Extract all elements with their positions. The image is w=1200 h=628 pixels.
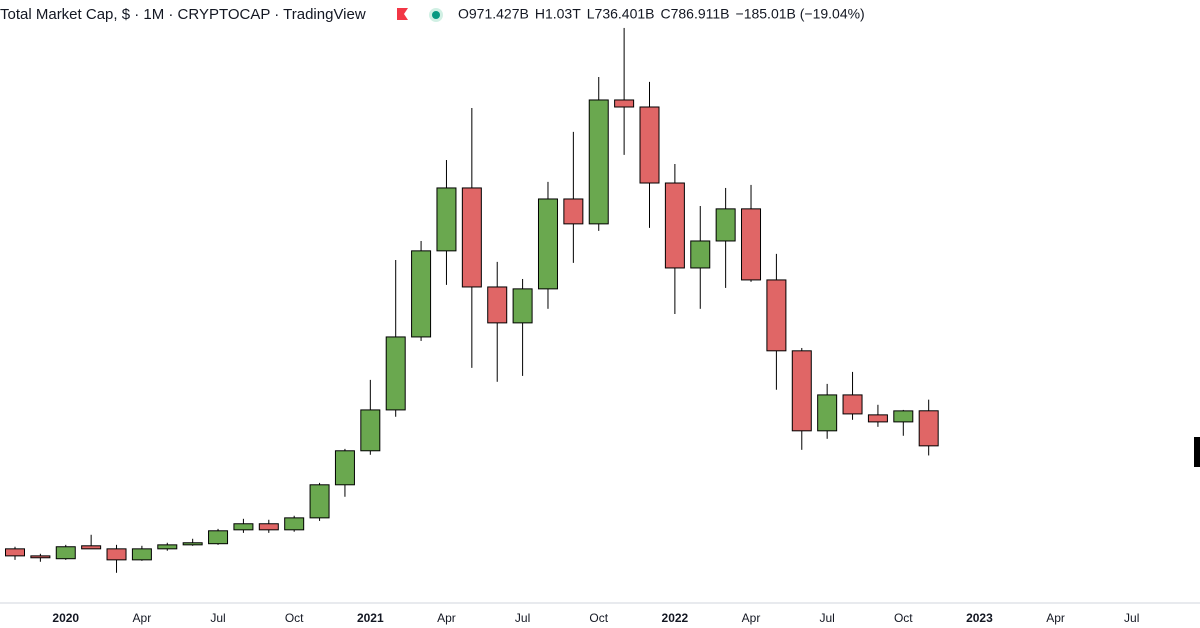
candle-body — [918, 410, 939, 447]
candle-body — [664, 182, 685, 269]
status-dot — [432, 11, 440, 19]
x-tick-label: Jul — [819, 611, 834, 625]
x-tick-label: Jul — [515, 611, 530, 625]
ohlc-label: H1.03T — [535, 6, 581, 22]
x-tick-label: 2021 — [357, 611, 384, 625]
candle-body — [411, 250, 432, 338]
candle-body — [588, 99, 609, 225]
ohlc-label: O971.427B — [458, 6, 529, 22]
candle-body — [106, 548, 127, 561]
candle-body — [817, 394, 838, 432]
candle-body — [436, 187, 457, 252]
x-tick-label: Apr — [742, 611, 761, 625]
candle-body — [487, 286, 508, 324]
candle-body — [309, 484, 330, 519]
x-tick-label: Apr — [437, 611, 456, 625]
candle-body — [284, 517, 305, 531]
flag-icon — [397, 8, 408, 20]
ohlc-label: C786.911B — [661, 6, 730, 22]
x-tick-label: Apr — [133, 611, 152, 625]
x-tick-label: Oct — [589, 611, 608, 625]
scale-marker — [1194, 437, 1200, 467]
ohlc-label: −185.01B (−19.04%) — [736, 6, 865, 22]
candle-body — [81, 545, 102, 550]
chart-title: Total Market Cap, $ · 1M · CRYPTOCAP · T… — [0, 6, 366, 23]
x-tick-label: Oct — [285, 611, 304, 625]
candle-body — [385, 336, 406, 411]
x-tick-label: Jul — [1124, 611, 1139, 625]
candle-body — [55, 546, 76, 560]
candle-body — [30, 555, 51, 559]
candle-body — [360, 409, 381, 452]
candle-body — [334, 450, 355, 486]
candle-body — [614, 99, 635, 108]
x-tick-label: 2022 — [662, 611, 689, 625]
candle-body — [258, 523, 279, 531]
candle-body — [690, 240, 711, 269]
candle-body — [741, 208, 762, 281]
ohlc-legend: O971.427B H1.03T L736.401B C786.911B −185.01… — [458, 6, 865, 22]
x-tick-label: Oct — [894, 611, 913, 625]
ohlc-label: L736.401B — [587, 6, 655, 22]
candle-body — [639, 106, 660, 184]
candle-body — [715, 208, 736, 242]
candle-body — [233, 523, 254, 531]
candle-body — [867, 414, 888, 423]
candle-body — [842, 394, 863, 415]
x-tick-label: Jul — [210, 611, 225, 625]
candle-body — [537, 198, 558, 290]
candle-body — [208, 530, 229, 545]
candle-body — [791, 350, 812, 432]
candle-body — [5, 548, 25, 557]
x-tick-label: 2020 — [52, 611, 79, 625]
candle-body — [512, 288, 533, 324]
candle-body — [182, 542, 203, 546]
candle-body — [766, 279, 787, 352]
x-tick-label: 2023 — [966, 611, 993, 625]
candle-body — [563, 198, 584, 225]
candle-body — [893, 410, 914, 423]
x-tick-label: Apr — [1046, 611, 1065, 625]
candle-body — [131, 548, 152, 561]
candle-body — [157, 544, 178, 550]
candle-body — [461, 187, 482, 288]
